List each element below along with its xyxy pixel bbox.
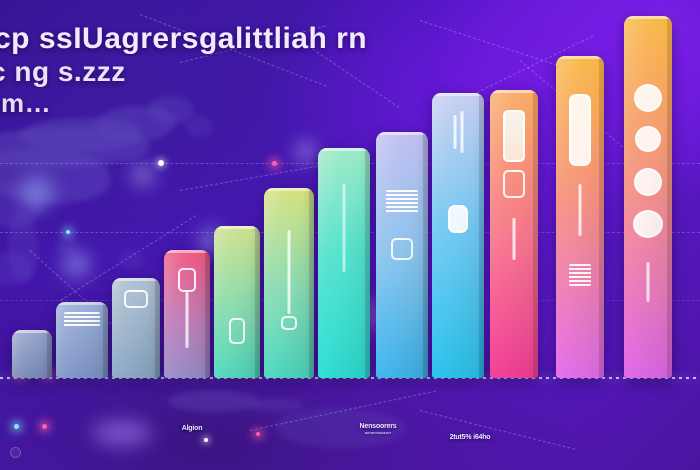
divider-tick-icon bbox=[287, 230, 291, 314]
bar-6[interactable] bbox=[264, 188, 314, 378]
bar-edge bbox=[47, 330, 52, 378]
divider-tick-icon bbox=[342, 184, 346, 272]
card-outline-icon bbox=[503, 170, 525, 198]
pin-stem-icon bbox=[185, 292, 189, 348]
smudge-logo-icon bbox=[64, 312, 100, 328]
bar-edge bbox=[309, 188, 314, 378]
bar-edge bbox=[255, 226, 260, 378]
bar-top-rim bbox=[164, 250, 210, 253]
battery-icon bbox=[229, 318, 245, 344]
bar-edge bbox=[365, 148, 370, 378]
axis-label-2-subtext: aeranrsaszorr bbox=[364, 430, 392, 435]
bar-edge bbox=[103, 302, 108, 378]
axis-label-1: Algion bbox=[182, 425, 203, 432]
bar-top-rim bbox=[12, 330, 52, 333]
chart-baseline bbox=[0, 377, 700, 379]
network-node bbox=[42, 424, 47, 429]
bar-edge bbox=[667, 16, 672, 378]
bar-2[interactable] bbox=[56, 302, 108, 378]
capsule-icon bbox=[569, 94, 591, 166]
bar-sheen bbox=[624, 16, 672, 378]
bar-1[interactable] bbox=[12, 330, 52, 378]
bar-edge bbox=[533, 90, 538, 378]
bar-11[interactable] bbox=[556, 56, 604, 378]
bar-3[interactable] bbox=[112, 278, 160, 378]
axis-label-3-text: 2tut5% i64ho bbox=[449, 434, 491, 441]
divider-tick-icon bbox=[578, 184, 582, 236]
bar-8[interactable] bbox=[376, 132, 428, 378]
bar-7[interactable] bbox=[318, 148, 370, 378]
bar-top-rim bbox=[318, 148, 370, 151]
bar-9[interactable] bbox=[432, 93, 484, 378]
bar-5[interactable] bbox=[214, 226, 260, 378]
axis-label-2-text: Nensoorers bbox=[359, 423, 397, 430]
network-node bbox=[256, 432, 260, 436]
bar-top-rim bbox=[556, 56, 604, 59]
bar-edge bbox=[599, 56, 604, 378]
glow-orb bbox=[296, 142, 316, 162]
network-node bbox=[272, 161, 277, 166]
bar-marker-icon bbox=[453, 115, 457, 149]
axis-label-3: 2tut5% i64ho bbox=[450, 434, 491, 441]
window-box-icon bbox=[124, 290, 148, 308]
bar-top-rim bbox=[56, 302, 108, 305]
headline-line-1: cp ssIUagrersgalittliah rn bbox=[0, 22, 368, 55]
headline-line-3: em… bbox=[0, 88, 52, 118]
bar-sheen bbox=[432, 93, 484, 378]
divider-tick-icon bbox=[646, 262, 650, 302]
divider-tick-icon bbox=[512, 218, 516, 260]
axis-label-1-text: Algion bbox=[181, 425, 203, 432]
glow-orb bbox=[62, 250, 90, 278]
phone-badge-icon bbox=[635, 126, 661, 152]
bar-12[interactable] bbox=[624, 16, 672, 378]
bar-10[interactable] bbox=[490, 90, 538, 378]
cloud-badge-icon bbox=[633, 210, 663, 238]
glow-orb bbox=[20, 176, 54, 210]
bar-top-rim bbox=[624, 16, 672, 19]
bar-top-rim bbox=[112, 278, 160, 281]
pin-head-icon bbox=[178, 268, 196, 292]
headline-line-2: c ng s.zzz bbox=[0, 56, 126, 87]
bar-sheen bbox=[214, 226, 260, 378]
network-node bbox=[14, 424, 19, 429]
bar-edge bbox=[155, 278, 160, 378]
bar-top-rim bbox=[214, 226, 260, 229]
network-node bbox=[66, 230, 70, 234]
bar-4[interactable] bbox=[164, 250, 210, 378]
axis-label-2: Nensoorers aeranrsaszorr bbox=[360, 423, 397, 435]
phone-frame-icon bbox=[503, 110, 525, 162]
bar-top-rim bbox=[432, 93, 484, 96]
bar-sheen bbox=[12, 330, 52, 378]
network-node bbox=[204, 438, 208, 442]
glow-orb bbox=[92, 420, 152, 446]
network-node bbox=[158, 160, 164, 166]
bar-top-rim bbox=[264, 188, 314, 191]
bar-edge bbox=[205, 250, 210, 378]
lock-icon bbox=[281, 316, 297, 330]
ticket-icon bbox=[448, 205, 468, 233]
card-stack-icon bbox=[391, 238, 413, 260]
badge-icon bbox=[634, 84, 662, 112]
keypad-icon bbox=[569, 264, 591, 286]
corner-marker-icon bbox=[10, 447, 21, 458]
headline-block: cp ssIUagrersgalittliah rn c ng s.zzz em… bbox=[0, 22, 400, 118]
glow-orb bbox=[132, 164, 154, 186]
bar-top-rim bbox=[376, 132, 428, 135]
bar-top-rim bbox=[490, 90, 538, 93]
bar-edge bbox=[423, 132, 428, 378]
bar-marker-icon bbox=[460, 111, 464, 153]
text-block-icon bbox=[386, 190, 418, 214]
chart-badge-icon bbox=[634, 168, 662, 196]
bar-edge bbox=[479, 93, 484, 378]
